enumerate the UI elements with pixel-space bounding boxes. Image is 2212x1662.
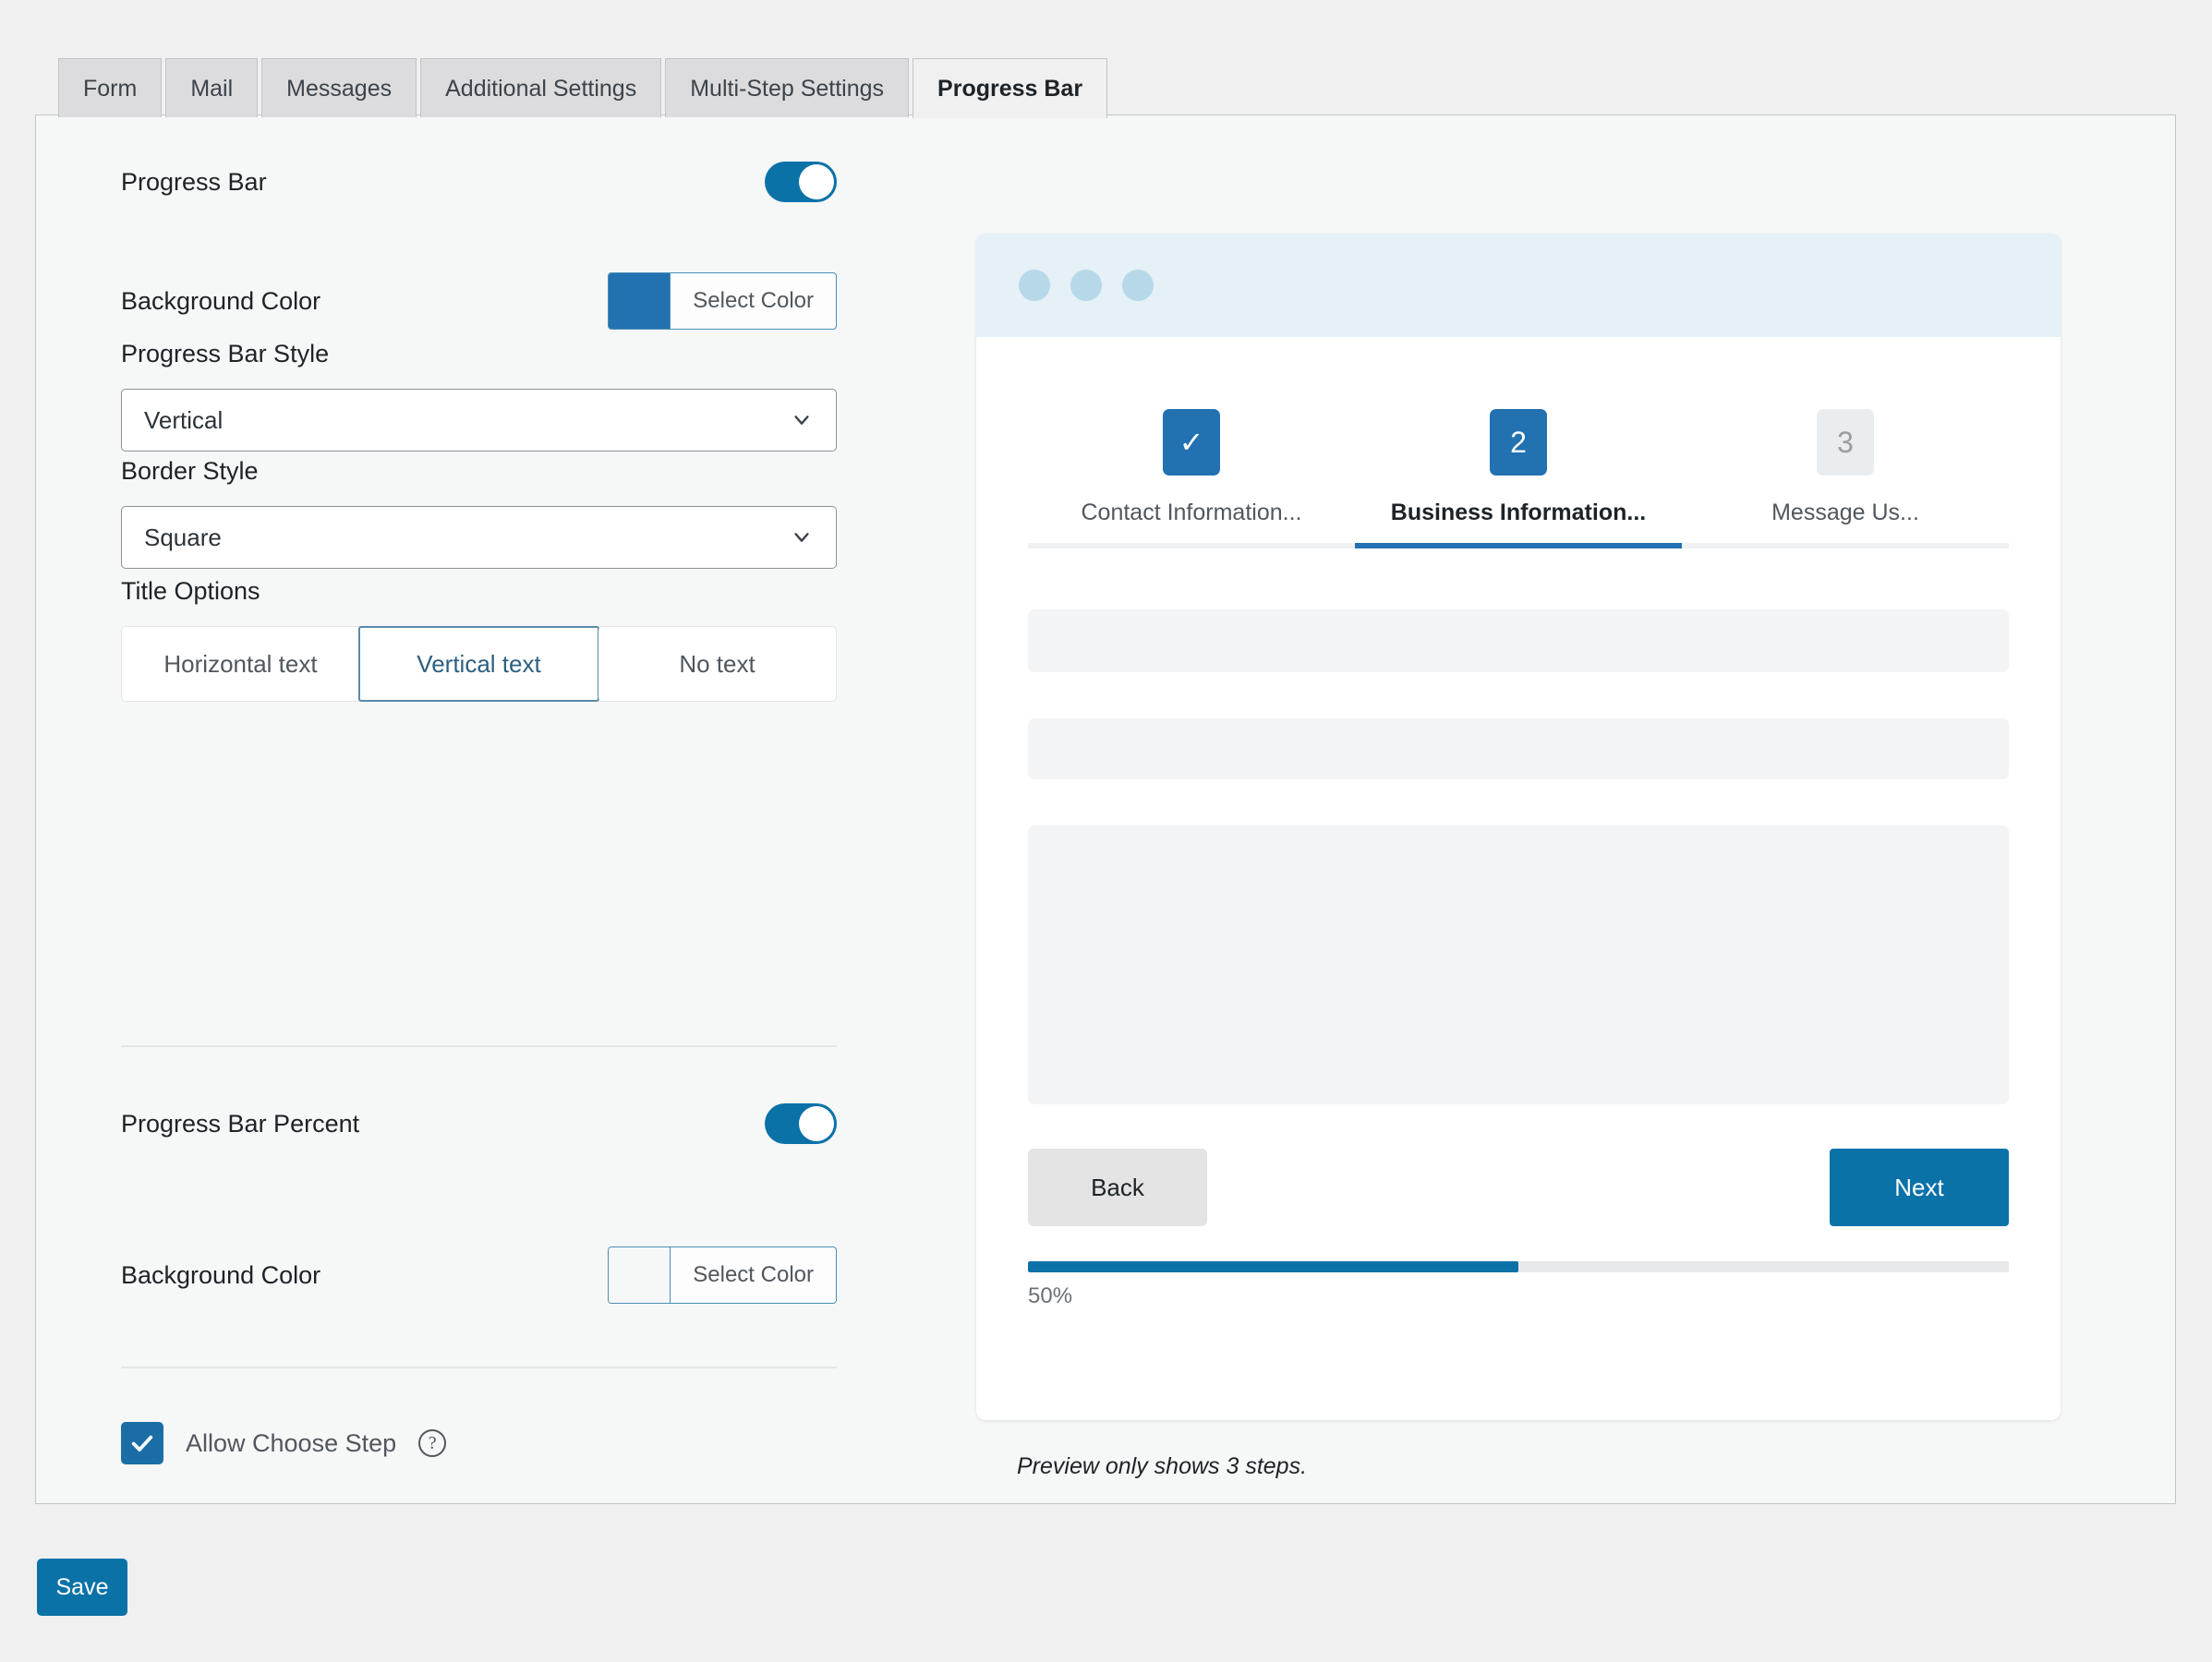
preview-step-1[interactable]: ✓ Contact Information... [1028,409,1355,526]
border-style-section: Border Style Square [121,457,837,569]
tab-form[interactable]: Form [58,58,163,117]
select-color-label: Select Color [670,1247,836,1303]
chevron-down-icon [794,416,809,425]
background-color-picker-button[interactable]: Select Color [608,272,837,330]
next-button[interactable]: Next [1830,1149,2009,1226]
step-line-segment-2-active [1355,543,1682,548]
title-options-section: Title Options Horizontal text Vertical t… [121,577,837,702]
preview-step-3[interactable]: 3 Message Us... [1682,409,2009,526]
window-dot-icon [1070,270,1102,301]
step-title-2: Business Information... [1390,500,1647,525]
checkmark-icon [131,1435,153,1451]
preview-navigation-row: Back Next [1028,1149,2009,1226]
tab-mail[interactable]: Mail [165,58,259,117]
color-swatch-icon [609,1247,671,1303]
preview-step-indicator-line [1028,543,2009,548]
progress-bar-setting-row: Progress Bar [121,162,837,202]
border-style-label: Border Style [121,457,259,485]
progress-bar-label: Progress Bar [121,167,267,196]
allow-choose-step-row: Allow Choose Step ? [121,1422,447,1464]
preview-steps-row: ✓ Contact Information... 2 Business Info… [1028,409,2009,526]
progress-bar-toggle[interactable] [765,162,837,202]
allow-choose-step-label: Allow Choose Step [186,1428,397,1457]
percent-background-color-setting-row: Background Color Select Color [121,1246,837,1304]
color-swatch-icon [609,273,671,329]
preview-note: Preview only shows 3 steps. [1017,1453,1308,1479]
back-button[interactable]: Back [1028,1149,1207,1226]
step-title-1: Contact Information... [1081,500,1302,525]
title-options-segmented-control: Horizontal text Vertical text No text [121,626,837,702]
toggle-knob-icon [799,164,834,199]
preview-progress-bar-track [1028,1261,2009,1272]
progress-bar-style-section: Progress Bar Style Vertical [121,340,837,452]
percent-background-color-label: Background Color [121,1260,321,1289]
chevron-down-icon [794,533,809,542]
progress-bar-style-label: Progress Bar Style [121,340,330,367]
preview-card: ✓ Contact Information... 2 Business Info… [976,234,2061,1420]
title-options-label: Title Options [121,577,260,605]
save-button[interactable]: Save [37,1559,127,1616]
background-color-setting-row: Background Color Select Color [121,272,837,330]
preview-textarea-placeholder [1028,825,2009,1104]
preview-step-2[interactable]: 2 Business Information... [1355,409,1682,526]
tab-progress-bar[interactable]: Progress Bar [913,58,1108,118]
background-color-label: Background Color [121,286,321,315]
settings-tab-bar: Form Mail Messages Additional Settings M… [58,57,1108,118]
step-line-segment-3 [1682,543,2009,548]
title-option-horizontal-text[interactable]: Horizontal text [122,627,359,701]
toggle-knob-icon [799,1106,834,1141]
step-badge-1: ✓ [1163,409,1220,476]
percent-background-color-picker-button[interactable]: Select Color [608,1246,837,1304]
step-badge-3: 3 [1817,409,1874,476]
select-color-label: Select Color [670,273,836,329]
preview-field-placeholder [1028,609,2009,672]
progress-bar-percent-setting-row: Progress Bar Percent [121,1103,837,1144]
preview-progress-percent: 50% [1028,1283,1073,1308]
preview-progress-bar-fill [1028,1261,1518,1272]
section-divider [121,1367,837,1368]
step-line-segment-1 [1028,543,1355,548]
preview-window-chrome [976,234,2061,337]
progress-bar-settings-panel: Progress Bar Background Color Select Col… [35,114,2176,1504]
tab-additional-settings[interactable]: Additional Settings [420,58,662,117]
preview-body: ✓ Contact Information... 2 Business Info… [976,409,2061,1309]
progress-bar-percent-toggle[interactable] [765,1103,837,1144]
step-badge-2: 2 [1490,409,1547,476]
window-dot-icon [1019,270,1050,301]
progress-bar-percent-label: Progress Bar Percent [121,1109,360,1138]
border-style-select[interactable]: Square [121,506,837,569]
title-option-vertical-text[interactable]: Vertical text [358,626,599,702]
settings-left-column: Progress Bar Background Color Select Col… [88,115,845,1503]
help-icon[interactable]: ? [418,1429,447,1457]
section-divider [121,1045,837,1047]
progress-bar-preview: ✓ Contact Information... 2 Business Info… [976,234,2061,1480]
tab-messages[interactable]: Messages [261,58,417,117]
allow-choose-step-checkbox[interactable] [121,1422,163,1464]
step-title-3: Message Us... [1771,500,1919,525]
progress-bar-style-select[interactable]: Vertical [121,389,837,452]
preview-field-placeholder [1028,718,2009,779]
window-dot-icon [1122,270,1154,301]
progress-bar-style-value: Vertical [144,405,224,434]
title-option-no-text[interactable]: No text [598,627,836,701]
tab-multi-step-settings[interactable]: Multi-Step Settings [665,58,910,117]
border-style-value: Square [144,523,222,551]
